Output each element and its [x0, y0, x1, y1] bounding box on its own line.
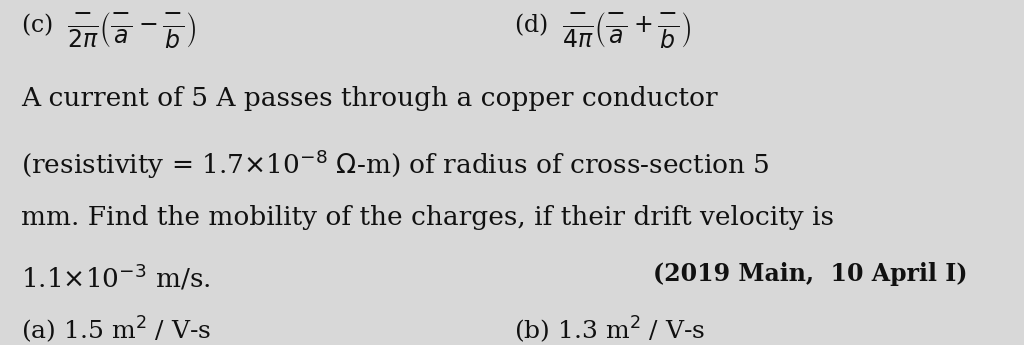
Text: (a) 1.5 m$^2$ / V-s: (a) 1.5 m$^2$ / V-s [22, 314, 211, 345]
Text: A current of 5 A passes through a copper conductor: A current of 5 A passes through a copper… [22, 86, 718, 111]
Text: (d)  $\dfrac{-}{4\pi}\left(\dfrac{-}{a} + \dfrac{-}{b}\right)$: (d) $\dfrac{-}{4\pi}\left(\dfrac{-}{a} +… [514, 10, 691, 50]
Text: (b) 1.3 m$^2$ / V-s: (b) 1.3 m$^2$ / V-s [514, 314, 706, 345]
Text: 1.1$\times$10$^{-3}$ m/s.: 1.1$\times$10$^{-3}$ m/s. [22, 262, 211, 293]
Text: (2019 Main,  10 April I): (2019 Main, 10 April I) [653, 262, 968, 286]
Text: (c)  $\dfrac{-}{2\pi}\left(\dfrac{-}{a} - \dfrac{-}{b}\right)$: (c) $\dfrac{-}{2\pi}\left(\dfrac{-}{a} -… [22, 10, 197, 50]
Text: mm. Find the mobility of the charges, if their drift velocity is: mm. Find the mobility of the charges, if… [22, 205, 835, 230]
Text: (resistivity = 1.7$\times$10$^{-8}$ $\Omega$-m) of radius of cross-section 5: (resistivity = 1.7$\times$10$^{-8}$ $\Om… [22, 147, 770, 180]
